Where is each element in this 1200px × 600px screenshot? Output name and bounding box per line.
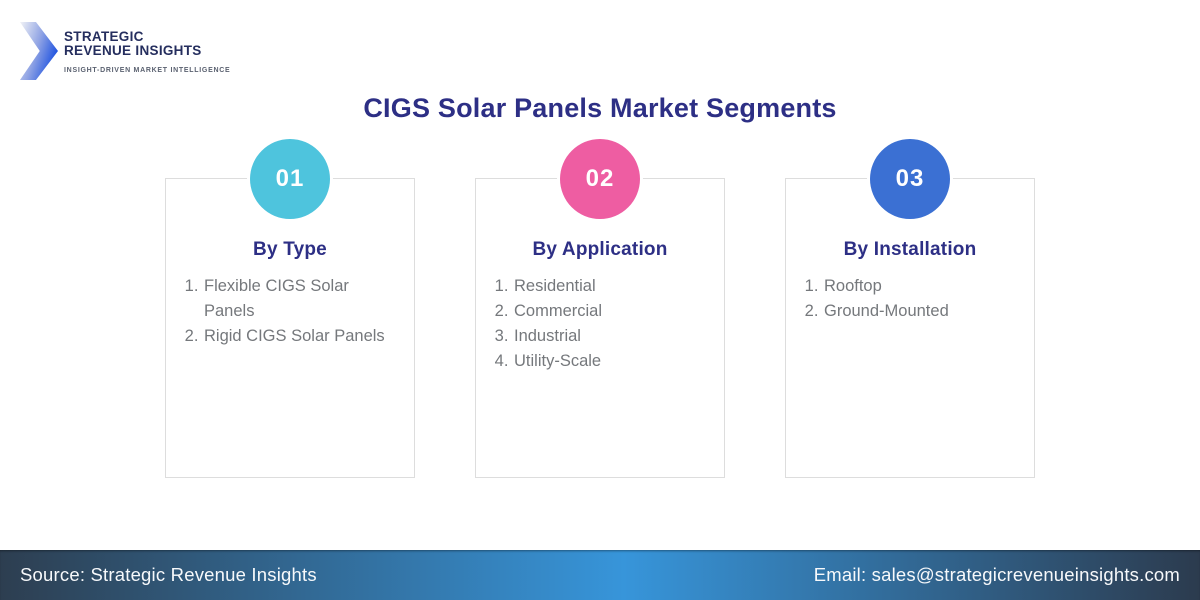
segment-item-list: Flexible CIGS Solar PanelsRigid CIGS Sol… [166, 274, 398, 349]
segment-heading: By Application [532, 239, 668, 260]
segment-number-circle: 01 [250, 139, 330, 219]
segment-item-list: ResidentialCommercialIndustrialUtility-S… [476, 274, 708, 374]
logo-tagline: INSIGHT-DRIVEN MARKET INTELLIGENCE [64, 67, 231, 74]
logo: STRATEGIC REVENUE INSIGHTS INSIGHT-DRIVE… [20, 22, 230, 80]
segment-card: 03 By Installation RooftopGround-Mounted [785, 139, 1035, 478]
segment-number: 03 [895, 165, 925, 192]
segment-number-circle: 02 [560, 139, 640, 219]
segment-item: Flexible CIGS Solar Panels [203, 274, 398, 324]
logo-chevron-icon [20, 22, 58, 80]
segment-item: Utility-Scale [513, 349, 708, 374]
footer-bar: Source: Strategic Revenue Insights Email… [0, 550, 1200, 600]
segment-number: 01 [275, 165, 305, 192]
logo-name-line1: STRATEGIC [64, 29, 144, 44]
footer-source: Source: Strategic Revenue Insights [20, 564, 317, 585]
logo-text: STRATEGIC REVENUE INSIGHTS INSIGHT-DRIVE… [64, 22, 231, 75]
segment-heading: By Type [253, 239, 327, 260]
segment-number: 02 [585, 165, 615, 192]
segment-item: Industrial [513, 324, 708, 349]
page-title: CIGS Solar Panels Market Segments [363, 93, 837, 123]
segment-number-circle: 03 [870, 139, 950, 219]
segments-container: 01 By Type Flexible CIGS Solar PanelsRig… [165, 139, 1035, 478]
segment-heading: By Installation [843, 239, 977, 260]
segment-item: Commercial [513, 299, 708, 324]
segment-item: Rigid CIGS Solar Panels [203, 324, 398, 349]
segment-item: Rooftop [823, 274, 1018, 299]
footer-email: Email: sales@strategicrevenueinsights.co… [813, 564, 1180, 585]
segment-card: 01 By Type Flexible CIGS Solar PanelsRig… [165, 139, 415, 478]
logo-name-line2: REVENUE INSIGHTS [64, 43, 202, 58]
segment-item: Ground-Mounted [823, 299, 1018, 324]
segment-item: Residential [513, 274, 708, 299]
segment-card: 02 By Application ResidentialCommercialI… [475, 139, 725, 478]
segment-item-list: RooftopGround-Mounted [786, 274, 1018, 324]
